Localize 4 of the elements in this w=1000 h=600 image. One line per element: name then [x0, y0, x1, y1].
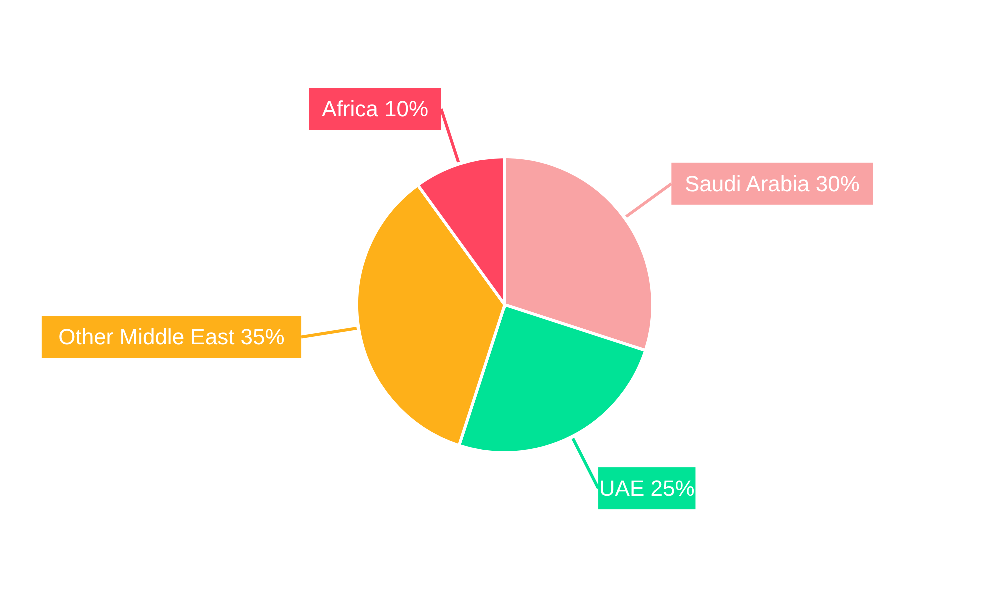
slice-label: Africa 10% [322, 96, 429, 122]
slice-label: Saudi Arabia 30% [685, 171, 860, 196]
slice-label: UAE 25% [599, 476, 695, 502]
slice-label: Other Middle East 35% [58, 324, 285, 350]
